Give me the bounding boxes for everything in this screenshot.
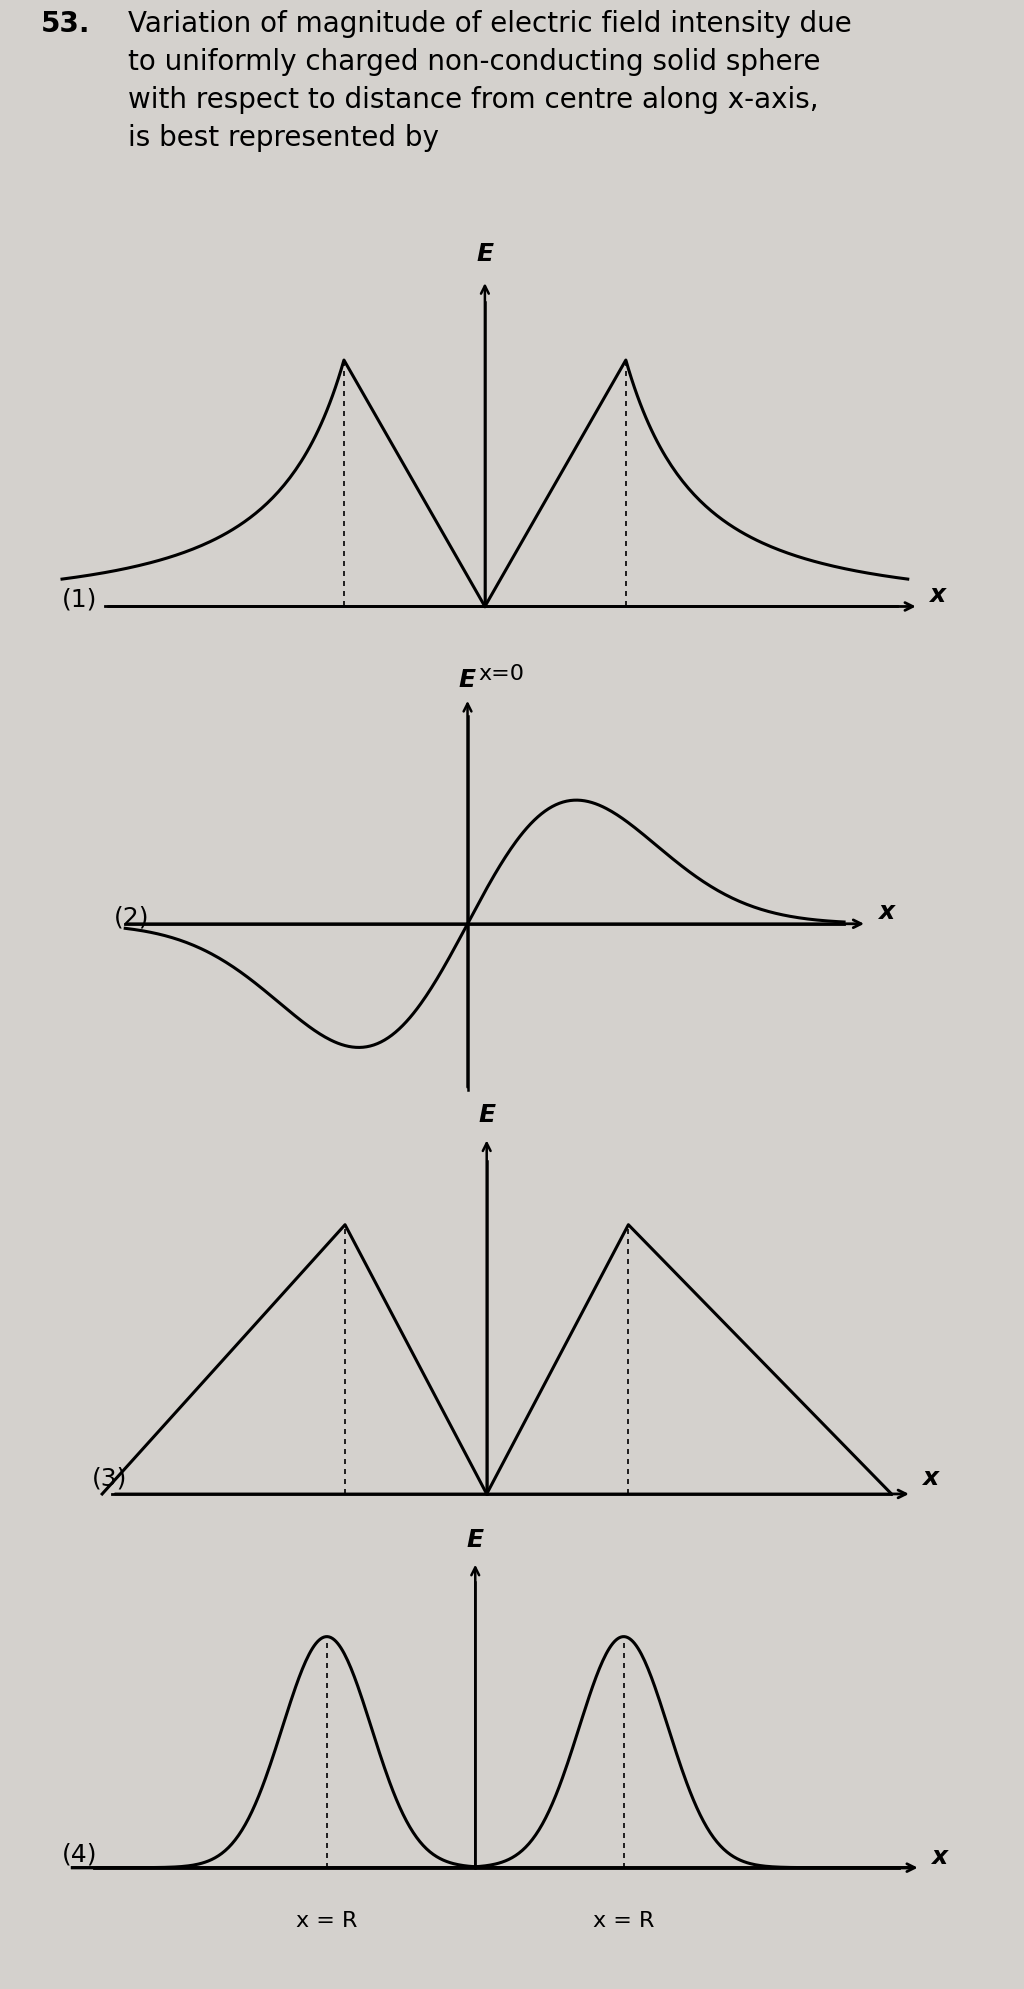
Text: x = R: x = R [593, 1911, 654, 1931]
Text: E: E [459, 668, 476, 692]
Text: E: E [478, 1102, 496, 1126]
Text: E: E [467, 1528, 483, 1551]
Text: x: x [922, 1466, 938, 1490]
Text: Variation of magnitude of electric field intensity due
to uniformly charged non-: Variation of magnitude of electric field… [128, 10, 851, 151]
Text: 53.: 53. [41, 10, 90, 38]
Text: x: x [879, 899, 894, 925]
Text: x: x [930, 583, 945, 607]
Text: x: x [931, 1846, 947, 1870]
Text: x=0: x=0 [478, 664, 524, 684]
Text: (4): (4) [61, 1842, 97, 1866]
Text: (3): (3) [92, 1466, 127, 1490]
Text: E: E [476, 243, 494, 267]
Text: (1): (1) [62, 587, 97, 611]
Text: x = R: x = R [296, 1911, 357, 1931]
Text: (2): (2) [114, 905, 150, 929]
